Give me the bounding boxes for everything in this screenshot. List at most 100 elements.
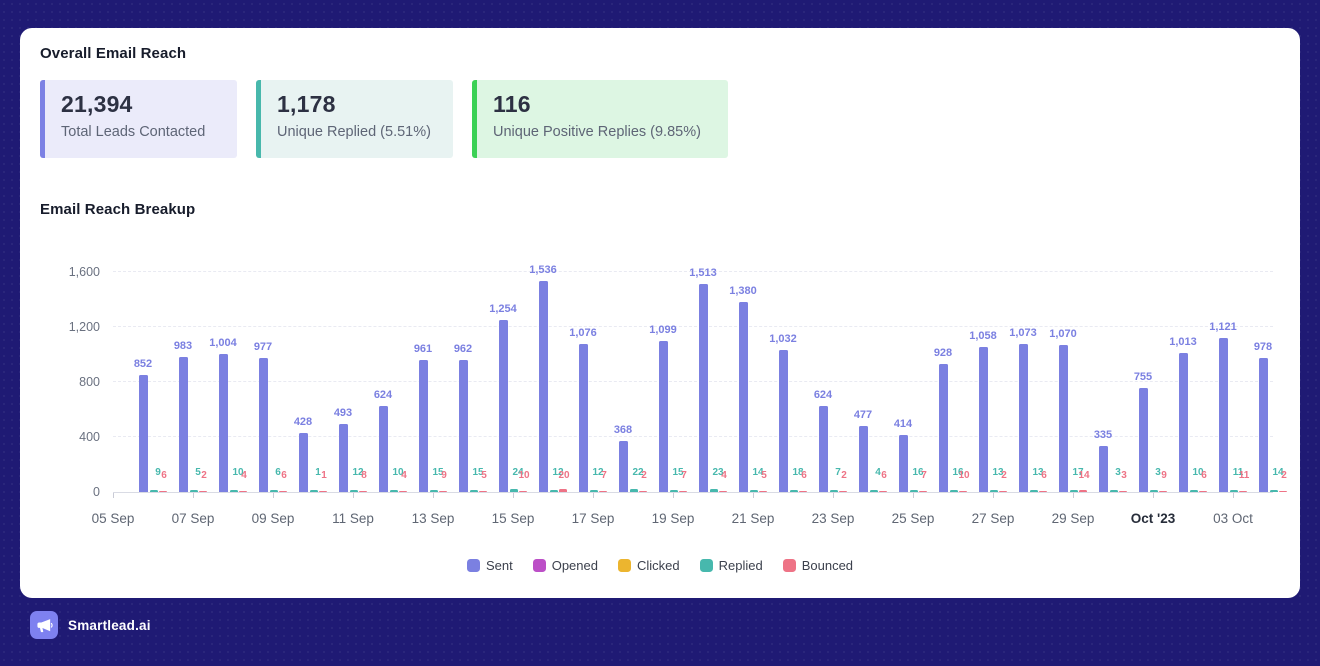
x-axis-tick-label: 29 Sep [1051,511,1095,526]
sent-value-label: 368 [613,424,633,437]
bounced-value-label: 11 [1238,470,1250,481]
legend-item-opened[interactable]: Opened [532,558,598,573]
replied-value-label: 15 [672,467,684,478]
stat-value: 21,394 [61,91,133,117]
replied-value-label: 13 [992,467,1004,478]
bounced-value-label: 7 [681,470,687,481]
replied-bar [1030,489,1038,492]
smartlead-logo-icon [30,611,58,639]
bounced-bar [919,490,927,492]
bounced-bar [999,490,1007,492]
sent-value-label: 624 [813,389,833,402]
sent-value-label: 428 [293,416,313,429]
replied-value-label: 24 [512,467,524,478]
stat-card-positive-replies: 116 Unique Positive Replies (9.85%) [472,80,728,158]
legend-label: Replied [718,558,763,573]
x-axis-tick [353,493,354,498]
brand-name: Smartlead.ai [68,617,151,633]
x-axis-tick [913,493,914,498]
sent-value-label: 1,032 [769,333,797,346]
bounced-bar [439,490,447,492]
legend-label: Sent [485,558,513,573]
replied-value-label: 12 [592,467,604,478]
bounced-value-label: 6 [161,470,167,481]
bounced-bar [279,490,287,492]
x-axis-tick [193,493,194,498]
bar-chart-plot-area: 0 400 800 1,200 1,600 05 Sep 07 Sep 09 Sep 11 Se… [69,264,1287,526]
y-axis-tick-label: 400 [79,430,100,444]
legend-swatch [532,559,546,572]
x-axis-tick [1153,493,1154,498]
sent-bar [698,283,708,492]
replied-bar [510,488,518,492]
bounced-bar [559,489,567,492]
x-axis-tick [273,493,274,498]
sent-value-label: 1,070 [1049,327,1077,340]
legend-swatch [466,559,480,572]
legend-item-replied[interactable]: Replied [699,558,763,573]
bounced-value-label: 4 [241,470,247,481]
replied-value-label: 16 [912,467,924,478]
sent-bar [898,435,908,492]
bounced-bar [239,490,247,492]
replied-value-label: 12 [552,467,564,478]
x-axis-tick [673,493,674,498]
x-axis-tick [513,493,514,498]
bounced-value-label: 1 [321,470,327,481]
x-axis-tick-label: 23 Sep [811,511,855,526]
replied-value-label: 9 [155,467,161,478]
bounced-bar [599,490,607,492]
replied-bar [710,488,718,492]
bounced-bar [639,490,647,492]
bounced-value-label: 7 [921,470,927,481]
replied-bar [950,489,958,492]
bounced-bar [399,490,407,492]
x-axis-tick [433,493,434,498]
chart-title: Email Reach Breakup [40,201,196,218]
replied-bar [830,489,838,492]
sent-value-label: 1,099 [649,323,677,336]
bounced-bar [519,490,527,492]
bounced-bar [1119,490,1127,492]
bounced-value-label: 6 [281,470,287,481]
replied-bar [1150,489,1158,492]
legend-label: Clicked [636,558,680,573]
bounced-value-label: 3 [1121,470,1127,481]
replied-value-label: 4 [875,467,881,478]
sent-bar [138,374,148,492]
sent-value-label: 1,254 [489,302,517,315]
legend-item-bounced[interactable]: Bounced [782,558,853,573]
sent-bar [378,406,388,492]
replied-value-label: 18 [792,467,804,478]
bounced-bar [479,490,487,492]
replied-bar [350,489,358,492]
x-axis-tick [833,493,834,498]
sent-bar [1258,357,1268,492]
replied-value-label: 3 [1115,467,1121,478]
sent-bar [1218,337,1228,492]
x-axis-tick-label: 13 Sep [411,511,455,526]
bounced-value-label: 14 [1078,470,1090,481]
bounced-value-label: 5 [481,470,487,481]
replied-bar [470,489,478,492]
bounced-value-label: 6 [801,470,807,481]
replied-value-label: 7 [835,467,841,478]
replied-bar [1110,489,1118,492]
sent-value-label: 977 [253,340,273,353]
replied-value-label: 3 [1155,467,1161,478]
legend-item-clicked[interactable]: Clicked [617,558,680,573]
x-axis-tick-label: 19 Sep [651,511,695,526]
x-axis-tick [1233,493,1234,498]
sent-bar [778,350,788,492]
x-axis-tick-label: 09 Sep [251,511,295,526]
overview-title: Overall Email Reach [40,45,187,62]
sent-value-label: 983 [173,339,193,352]
x-axis-tick [593,493,594,498]
bounced-bar [159,490,167,492]
sent-bar [458,359,468,492]
replied-bar [990,489,998,492]
sent-value-label: 1,380 [729,285,757,298]
bounced-value-label: 2 [201,470,207,481]
bounced-bar [359,490,367,492]
legend-item-sent[interactable]: Sent [466,558,513,573]
